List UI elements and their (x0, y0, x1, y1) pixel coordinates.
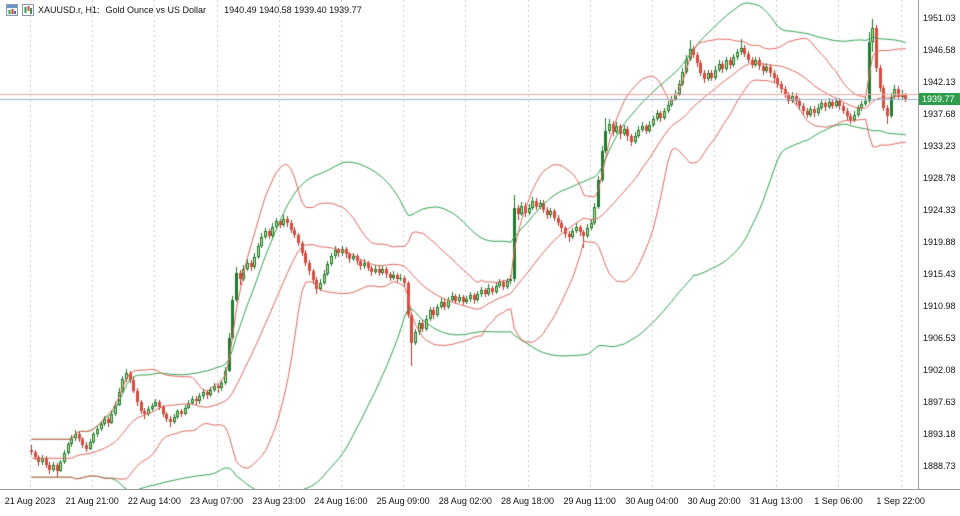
chart-header: XAUUSD.r, H1: Gold Ounce vs US Dollar 19… (6, 4, 362, 16)
time-tick-label: 21 Aug 2023 (4, 496, 56, 506)
price-axis[interactable]: 1951.03 1946.58 1942.13 1937.68 1933.23 1928.… (918, 0, 960, 489)
price-tick-label: 1915.43 (923, 269, 956, 280)
time-tick-label: 28 Aug 18:00 (501, 496, 555, 506)
time-tick-label: 22 Aug 14:00 (127, 496, 181, 506)
time-tick-label: 30 Aug 20:00 (687, 496, 741, 506)
price-tick-label: 1902.08 (923, 364, 956, 375)
time-tick-label: 29 Aug 11:00 (563, 496, 616, 506)
price-tick-label: 1942.13 (923, 77, 956, 88)
symbol-label: XAUUSD.r, H1: (38, 5, 100, 15)
price-tick-label: 1893.18 (923, 428, 956, 439)
bid-price-badge: 1939.77 (919, 93, 960, 106)
time-tick-label: 1 Sep 22:00 (876, 496, 925, 506)
time-tick-label: 24 Aug 16:00 (314, 496, 368, 506)
price-tick-label: 1910.98 (923, 301, 956, 312)
time-tick-label: 21 Aug 21:00 (65, 496, 119, 506)
time-tick-label: 23 Aug 07:00 (190, 496, 244, 506)
time-tick-label: 23 Aug 23:00 (252, 496, 306, 506)
price-tick-label: 1946.58 (923, 45, 956, 56)
price-tick-label: 1906.53 (923, 332, 956, 343)
time-tick-label: 28 Aug 02:00 (438, 496, 492, 506)
price-tick-label: 1888.73 (923, 460, 956, 471)
price-tick-label: 1924.33 (923, 205, 956, 216)
price-tick-label: 1937.68 (923, 109, 956, 120)
price-tick-label: 1897.63 (923, 396, 956, 407)
time-tick-label: 30 Aug 04:00 (625, 496, 679, 506)
price-tick-label: 1919.88 (923, 237, 956, 248)
window-icon (6, 4, 18, 16)
symbol-description: Gold Ounce vs US Dollar (105, 5, 207, 15)
price-tick-label: 1951.03 (923, 13, 956, 24)
price-tick-label: 1933.23 (923, 141, 956, 152)
price-tick-label: 1928.78 (923, 173, 956, 184)
ohlc-values: 1940.49 1940.58 1939.40 1939.77 (224, 5, 362, 15)
candles-icon (22, 4, 34, 16)
time-tick-label: 31 Aug 13:00 (749, 496, 803, 506)
bid-price-label: 1939.77 (922, 94, 955, 105)
time-tick-label: 1 Sep 06:00 (814, 496, 863, 506)
time-axis[interactable]: 21 Aug 2023 21 Aug 21:00 22 Aug 14:00 23 Au… (0, 489, 960, 516)
time-tick-label: 25 Aug 09:00 (376, 496, 430, 506)
